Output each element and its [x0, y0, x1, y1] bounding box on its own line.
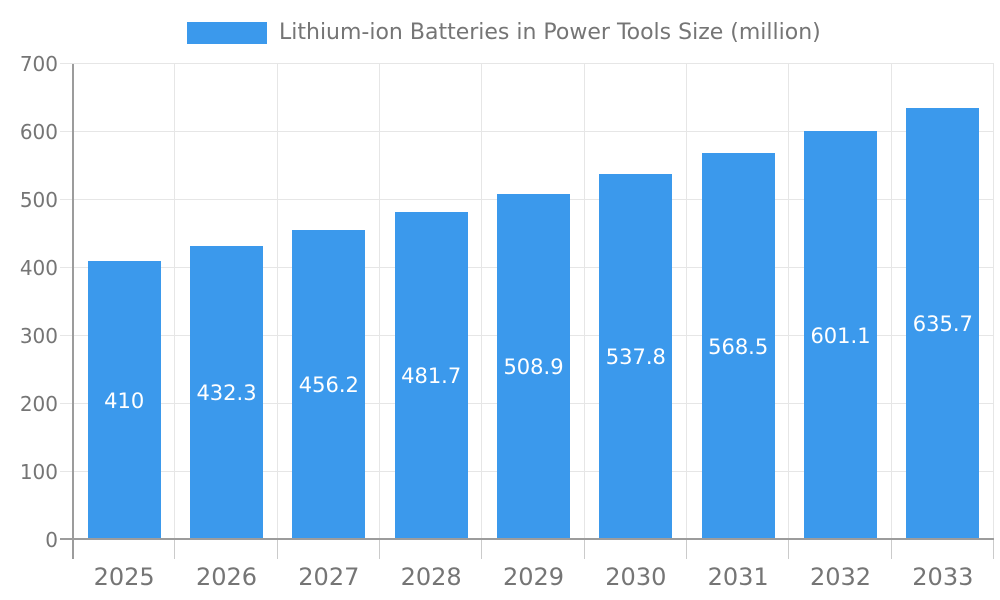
- x-axis-category-label: 2033: [912, 563, 974, 591]
- y-axis-tick-label: 700: [19, 52, 58, 76]
- y-axis-line: [72, 64, 74, 559]
- x-axis-tick-mark: [890, 540, 892, 559]
- bar: 508.9: [497, 193, 570, 540]
- grid-line-vertical: [174, 64, 176, 540]
- legend[interactable]: Lithium-ion Batteries in Power Tools Siz…: [187, 20, 821, 45]
- bar-value-label: 635.7: [912, 311, 973, 336]
- y-axis-tick-label: 600: [19, 120, 58, 144]
- x-axis-category-label: 2026: [195, 563, 258, 591]
- x-axis-tick-mark: [379, 540, 380, 559]
- bar: 456.2: [292, 229, 366, 540]
- grid-line-vertical: [379, 64, 380, 540]
- x-axis-tick-mark: [993, 540, 994, 559]
- bar: 635.7: [906, 107, 980, 540]
- legend-label: Lithium-ion Batteries in Power Tools Siz…: [279, 20, 821, 45]
- x-axis-tick-mark: [276, 540, 278, 559]
- bar-value-label: 568.5: [708, 334, 769, 359]
- bar: 537.8: [599, 174, 673, 540]
- bar-value-label: 601.1: [810, 323, 871, 348]
- bar-value-label: 410: [104, 388, 145, 413]
- grid-line-vertical: [890, 64, 892, 540]
- x-axis-tick-mark: [174, 540, 176, 559]
- x-axis-category-label: 2031: [707, 563, 769, 591]
- grid-line-vertical: [686, 64, 687, 540]
- bar-value-label: 432.3: [196, 381, 257, 406]
- x-axis-category-label: 2025: [93, 563, 155, 591]
- bar: 410: [87, 261, 161, 540]
- x-axis-tick-mark: [481, 540, 483, 559]
- y-axis-tick-label: 300: [19, 324, 58, 348]
- bar: 568.5: [701, 153, 775, 540]
- x-axis-category-label: 2032: [809, 563, 872, 591]
- y-axis-tick-label: 400: [19, 256, 58, 280]
- bar-value-label: 481.7: [401, 364, 462, 389]
- bar: 481.7: [394, 212, 468, 540]
- bar: 601.1: [804, 131, 877, 540]
- grid-line-vertical: [583, 64, 585, 540]
- x-axis-line: [60, 538, 994, 540]
- bar-value-label: 537.8: [605, 345, 666, 370]
- x-axis-category-label: 2028: [400, 563, 462, 591]
- grid-line-horizontal: [60, 131, 994, 132]
- bar-value-label: 508.9: [503, 354, 564, 379]
- grid-line-vertical: [276, 64, 278, 540]
- grid-line-vertical: [993, 64, 994, 540]
- bar-value-label: 456.2: [298, 372, 359, 397]
- x-axis-tick-mark: [788, 540, 790, 559]
- y-axis-tick-label: 0: [45, 528, 58, 552]
- y-axis-tick-label: 200: [19, 392, 58, 416]
- x-axis-category-label: 2030: [605, 563, 667, 591]
- grid-line-horizontal: [60, 63, 994, 64]
- x-axis-tick-mark: [686, 540, 687, 559]
- x-axis-tick-mark: [583, 540, 585, 559]
- legend-swatch-icon: [187, 21, 267, 44]
- bar: 432.3: [190, 246, 263, 540]
- y-axis-tick-label: 100: [19, 460, 58, 484]
- grid-line-vertical: [481, 64, 483, 540]
- plot-area: 0 100 200 300 400 500 600 700 410 2025 432.3 2026 45…: [20, 52, 994, 591]
- grid-line-vertical: [788, 64, 790, 540]
- x-axis-category-label: 2027: [298, 563, 360, 591]
- x-axis-category-label: 2029: [502, 563, 565, 591]
- y-axis-tick-label: 500: [19, 188, 58, 212]
